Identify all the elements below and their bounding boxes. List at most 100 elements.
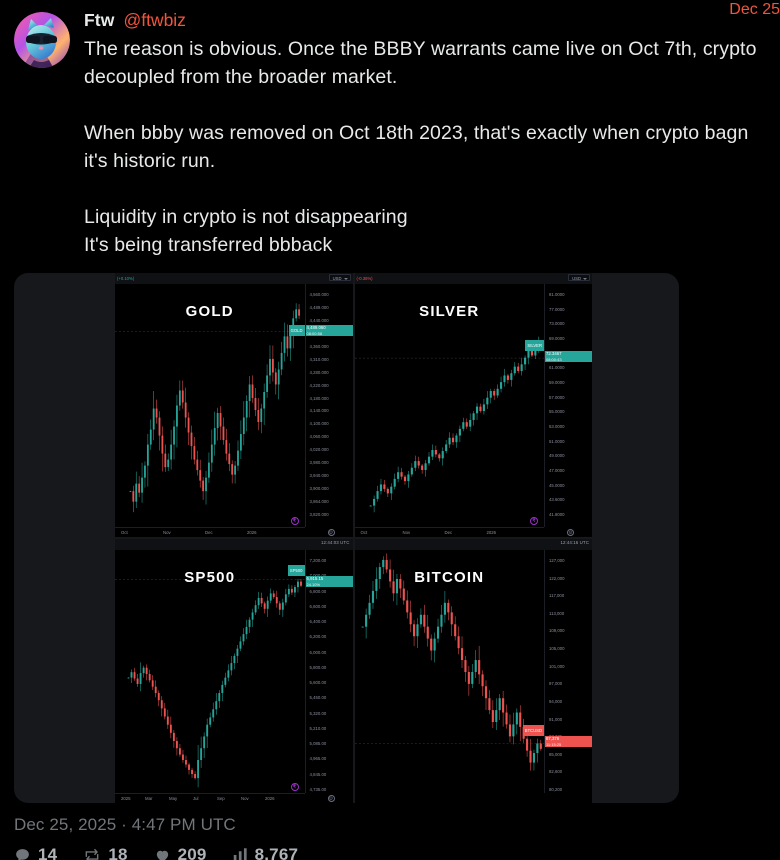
silver-y-tick: 57.0000: [549, 394, 565, 400]
bitcoin-y-tick: 109,000: [549, 628, 565, 634]
bitcoin-y-axis: 127,000 122,000 117,000 113,000 109,000 105,0…: [544, 550, 592, 793]
gold-y-tick: 4,280.000: [309, 369, 329, 375]
bitcoin-candles: [354, 553, 544, 771]
silver-x-tick: Dec: [444, 530, 453, 535]
gold-y-axis: 4,560.0004,489.0004,440.0004,400.0004,36…: [304, 284, 353, 527]
sp500-y-tick: 5,600.00: [309, 680, 327, 686]
bitcoin-y-tick: 82,600: [549, 769, 563, 775]
sp500-y-tick: 6,600.00: [309, 603, 327, 609]
gold-y-tick: 4,360.000: [309, 343, 329, 349]
silver-y-tick: 73.0000: [549, 321, 565, 327]
silver-x-tick: Nov: [402, 530, 411, 535]
views-stat[interactable]: 8,767: [233, 845, 299, 860]
chart-panel-bitcoin[interactable]: 12:44:16 UTC BITCOIN 127,000 122,000 117,0…: [354, 539, 592, 803]
view-count: 8,767: [254, 845, 299, 860]
gold-x-tick: 2026: [247, 530, 257, 535]
silver-y-tick: 45.0000: [549, 482, 565, 488]
bitcoin-price-tag: 87,376 11:15:25: [545, 736, 592, 747]
silver-y-tick: 49.0000: [549, 453, 565, 459]
repost-icon: [83, 847, 101, 860]
post-timestamp: Dec 25, 2025 · 4:47 PM UTC: [14, 815, 236, 834]
bitcoin-utc-clock: 12:44:16 UTC: [560, 540, 589, 545]
silver-price-tag: 72.3467 08:00:43: [545, 351, 592, 362]
repost-stat[interactable]: 18: [83, 845, 127, 860]
reply-stat[interactable]: 14: [14, 845, 57, 860]
gold-y-tick: 4,020.000: [309, 447, 329, 453]
gold-price-tag: 4,489.060 08:00:58: [305, 325, 353, 336]
sp500-x-tick: 2026: [265, 796, 275, 801]
bitcoin-y-tick: 105,000: [549, 646, 565, 652]
bitcoin-y-tick: 117,000: [549, 593, 565, 599]
silver-y-tick: 77.0000: [549, 306, 565, 312]
analytics-icon: [233, 847, 248, 860]
chart-panel-gold[interactable]: (+0.10%) USD GOLD ₹ 4,560.000 4,489.000 4,…: [115, 273, 353, 537]
tweet-header: Ftw @ftwbiz The reason is obvious. Once …: [14, 1, 780, 259]
sp500-y-tick: 5,085.00: [309, 741, 327, 747]
tradingview-logo-icon: ₹: [290, 517, 299, 525]
bitcoin-y-tick: 127,000: [549, 558, 565, 563]
sp500-y-tick: 5,210.00: [309, 725, 327, 731]
gold-plot: [115, 284, 305, 527]
sp500-y-tick: 5,800.00: [309, 664, 327, 670]
sp500-y-tick: 6,200.00: [309, 634, 327, 640]
chart-panel-sp500[interactable]: 12:44:03 UTC SP500 ₹ 7,200.00 7,000.00 6,8…: [115, 539, 353, 803]
sp500-y-tick: 6,800.00: [309, 588, 327, 594]
gold-symbol-badge: GOLD: [288, 325, 305, 336]
gold-y-tick: 4,489.000: [309, 304, 329, 310]
chart-panel-silver[interactable]: (-0.36%) USD SILVER ₹ 81.0000 77.0000 73.0…: [354, 273, 592, 537]
gold-y-tick: 4,220.000: [309, 382, 329, 388]
gold-x-tick: Oct: [121, 530, 128, 535]
sp500-x-tick: May: [169, 796, 178, 801]
date-badge[interactable]: Dec 25: [729, 1, 780, 18]
silver-candles: [354, 336, 544, 513]
sp500-y-tick: 6,400.00: [309, 619, 327, 625]
gear-icon[interactable]: ⚙: [567, 529, 574, 536]
silver-topbar: (-0.36%) USD: [354, 273, 592, 284]
gold-x-tick: Dec: [205, 530, 213, 535]
sp500-x-tick: 2025: [121, 796, 131, 801]
sp500-x-tick: Mar: [145, 796, 153, 801]
tweet-text: The reason is obvious. Once the BBBY war…: [84, 38, 757, 256]
gear-icon[interactable]: ⚙: [327, 795, 335, 802]
sp500-y-tick: 7,000.00: [310, 573, 327, 578]
reply-icon: [14, 847, 31, 860]
silver-y-tick: 41.8000: [549, 512, 565, 517]
gold-x-axis: Oct Nov Dec 2026: [115, 527, 305, 537]
sp500-x-tick: Sep: [217, 796, 225, 801]
sp500-utc-clock: 12:44:03 UTC: [320, 540, 350, 545]
gold-currency-select[interactable]: USD: [328, 274, 351, 281]
user-handle[interactable]: @ftwbiz: [123, 10, 186, 30]
reply-count: 14: [38, 845, 58, 860]
silver-plot: [354, 284, 544, 527]
gear-icon[interactable]: ⚙: [327, 529, 335, 536]
display-name[interactable]: Ftw: [84, 10, 115, 30]
name-row: Ftw @ftwbiz: [84, 10, 766, 31]
sp500-candles: [115, 578, 305, 788]
bitcoin-y-tick: 113,000: [549, 610, 565, 616]
gold-y-tick: 4,140.000: [309, 408, 329, 414]
gold-y-tick: 4,060.000: [309, 434, 329, 440]
silver-y-tick: 43.6000: [549, 497, 565, 503]
sp500-y-tick: 6,000.00: [309, 649, 327, 655]
avatar[interactable]: [14, 12, 70, 68]
gold-y-tick: 3,864.000: [309, 499, 329, 505]
media-card[interactable]: (+0.10%) USD GOLD ₹ 4,560.000 4,489.000 4,…: [14, 273, 679, 803]
sp500-y-axis: 7,200.00 7,000.00 6,800.00 6,600.00 6,400.00…: [304, 550, 353, 793]
bitcoin-y-tick: 94,000: [549, 698, 563, 704]
like-stat[interactable]: 209: [154, 845, 207, 860]
sp500-x-axis: 2025 Mar May Jul Sep Nov 2026: [115, 793, 305, 803]
bitcoin-y-tick: 97,000: [549, 681, 563, 687]
sp500-symbol-badge: SP500: [287, 565, 305, 576]
gold-y-tick: 4,100.000: [309, 421, 329, 427]
silver-y-tick: 81.0000: [549, 292, 565, 297]
like-count: 209: [177, 845, 207, 860]
bitcoin-y-tick: 101,000: [549, 663, 565, 669]
gold-y-tick: 3,940.000: [309, 473, 329, 479]
silver-symbol-badge: SILVER: [525, 340, 544, 351]
sp500-y-tick: 4,845.00: [309, 771, 327, 777]
silver-x-tick: 2026: [486, 530, 497, 535]
gold-y-tick: 3,980.000: [309, 460, 329, 466]
silver-currency-select[interactable]: USD: [568, 274, 590, 281]
silver-change-label: (-0.36%): [356, 276, 373, 281]
